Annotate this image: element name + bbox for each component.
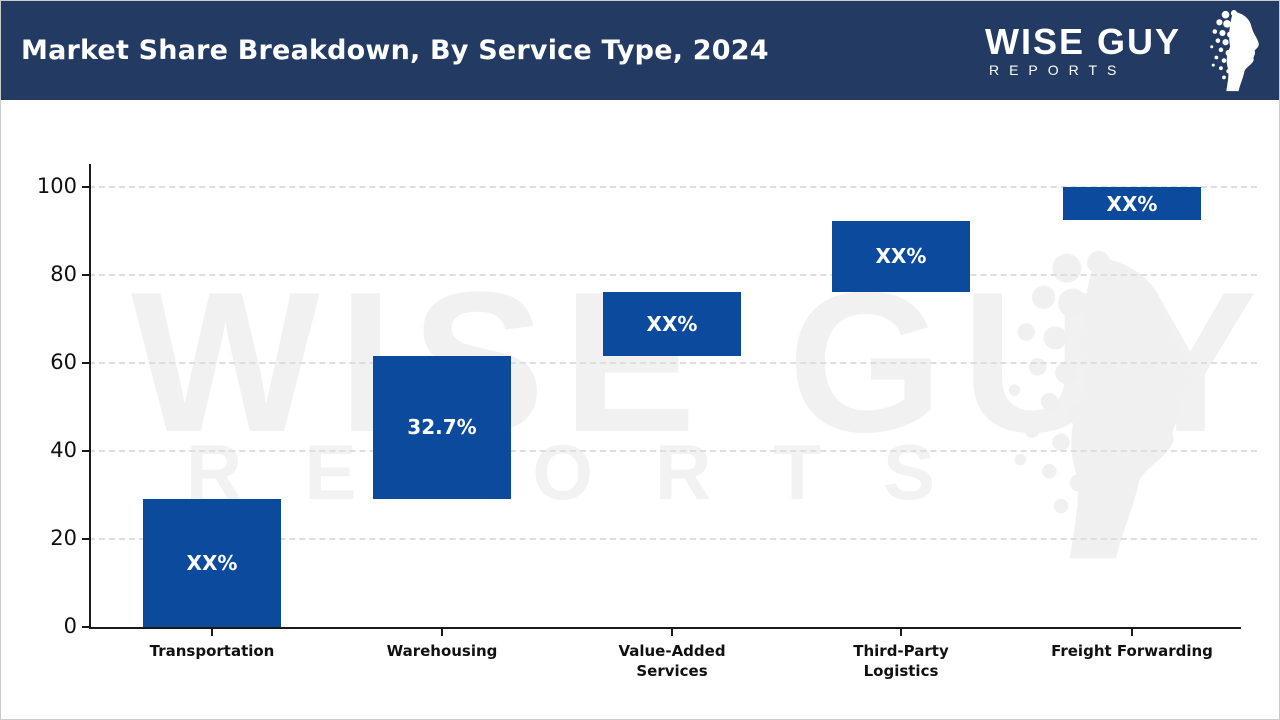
page-title: Market Share Breakdown, By Service Type,… [21,35,769,66]
y-axis-tick-label: 20 [50,526,77,550]
waterfall-bar: XX% [603,291,741,356]
x-category-label: Value-Added Services [618,642,726,681]
watermark-face-icon [916,206,1206,610]
waterfall-bar: XX% [1063,187,1201,220]
y-axis-tick [82,186,89,188]
waterfall-bar: XX% [143,499,281,627]
bar-value-label: XX% [186,551,238,576]
report-header: Market Share Breakdown, By Service Type,… [1,1,1279,100]
x-category-label: Third-Party Logistics [853,642,949,681]
x-axis-tick [671,629,673,636]
y-axis-tick [82,450,89,452]
waterfall-bar: XX% [832,220,970,292]
x-axis-tick [211,629,213,636]
logo-text: WISE GUY REPORTS [984,21,1181,78]
x-axis-spine [89,627,1241,629]
bar-value-label: XX% [1106,191,1158,216]
x-axis-tick [441,629,443,636]
y-axis-tick [82,626,89,628]
watermark-text-secondary: REPORTS [186,428,998,516]
y-gridline [89,450,1257,452]
y-gridline [89,538,1257,540]
y-gridline [89,186,1257,188]
y-axis-tick [82,538,89,540]
y-axis-tick-label: 60 [50,350,77,374]
y-axis-tick-label: 100 [36,174,77,198]
y-axis-spine [89,164,91,629]
wise-guy-logo: WISE GUY REPORTS [984,7,1279,95]
x-category-label: Transportation [149,642,275,660]
waterfall-bar: 32.7% [373,355,511,500]
bar-value-label: XX% [875,244,927,269]
y-gridline [89,274,1257,276]
y-gridline [89,362,1257,364]
y-axis-tick-label: 0 [63,614,77,638]
logo-subtitle: REPORTS [988,62,1127,78]
x-axis-tick [900,629,902,636]
bar-value-label: 32.7% [407,415,477,440]
x-axis-tick [1131,629,1133,636]
wise-guy-face-icon [1185,7,1263,95]
y-axis-tick [82,362,89,364]
logo-wordmark: WISE GUY [984,21,1181,62]
y-axis-tick-label: 80 [50,262,77,286]
bar-value-label: XX% [646,311,698,336]
x-category-label: Warehousing [386,642,498,660]
y-axis-tick [82,274,89,276]
x-category-label: Freight Forwarding [1051,642,1213,660]
y-axis-tick-label: 40 [50,438,77,462]
